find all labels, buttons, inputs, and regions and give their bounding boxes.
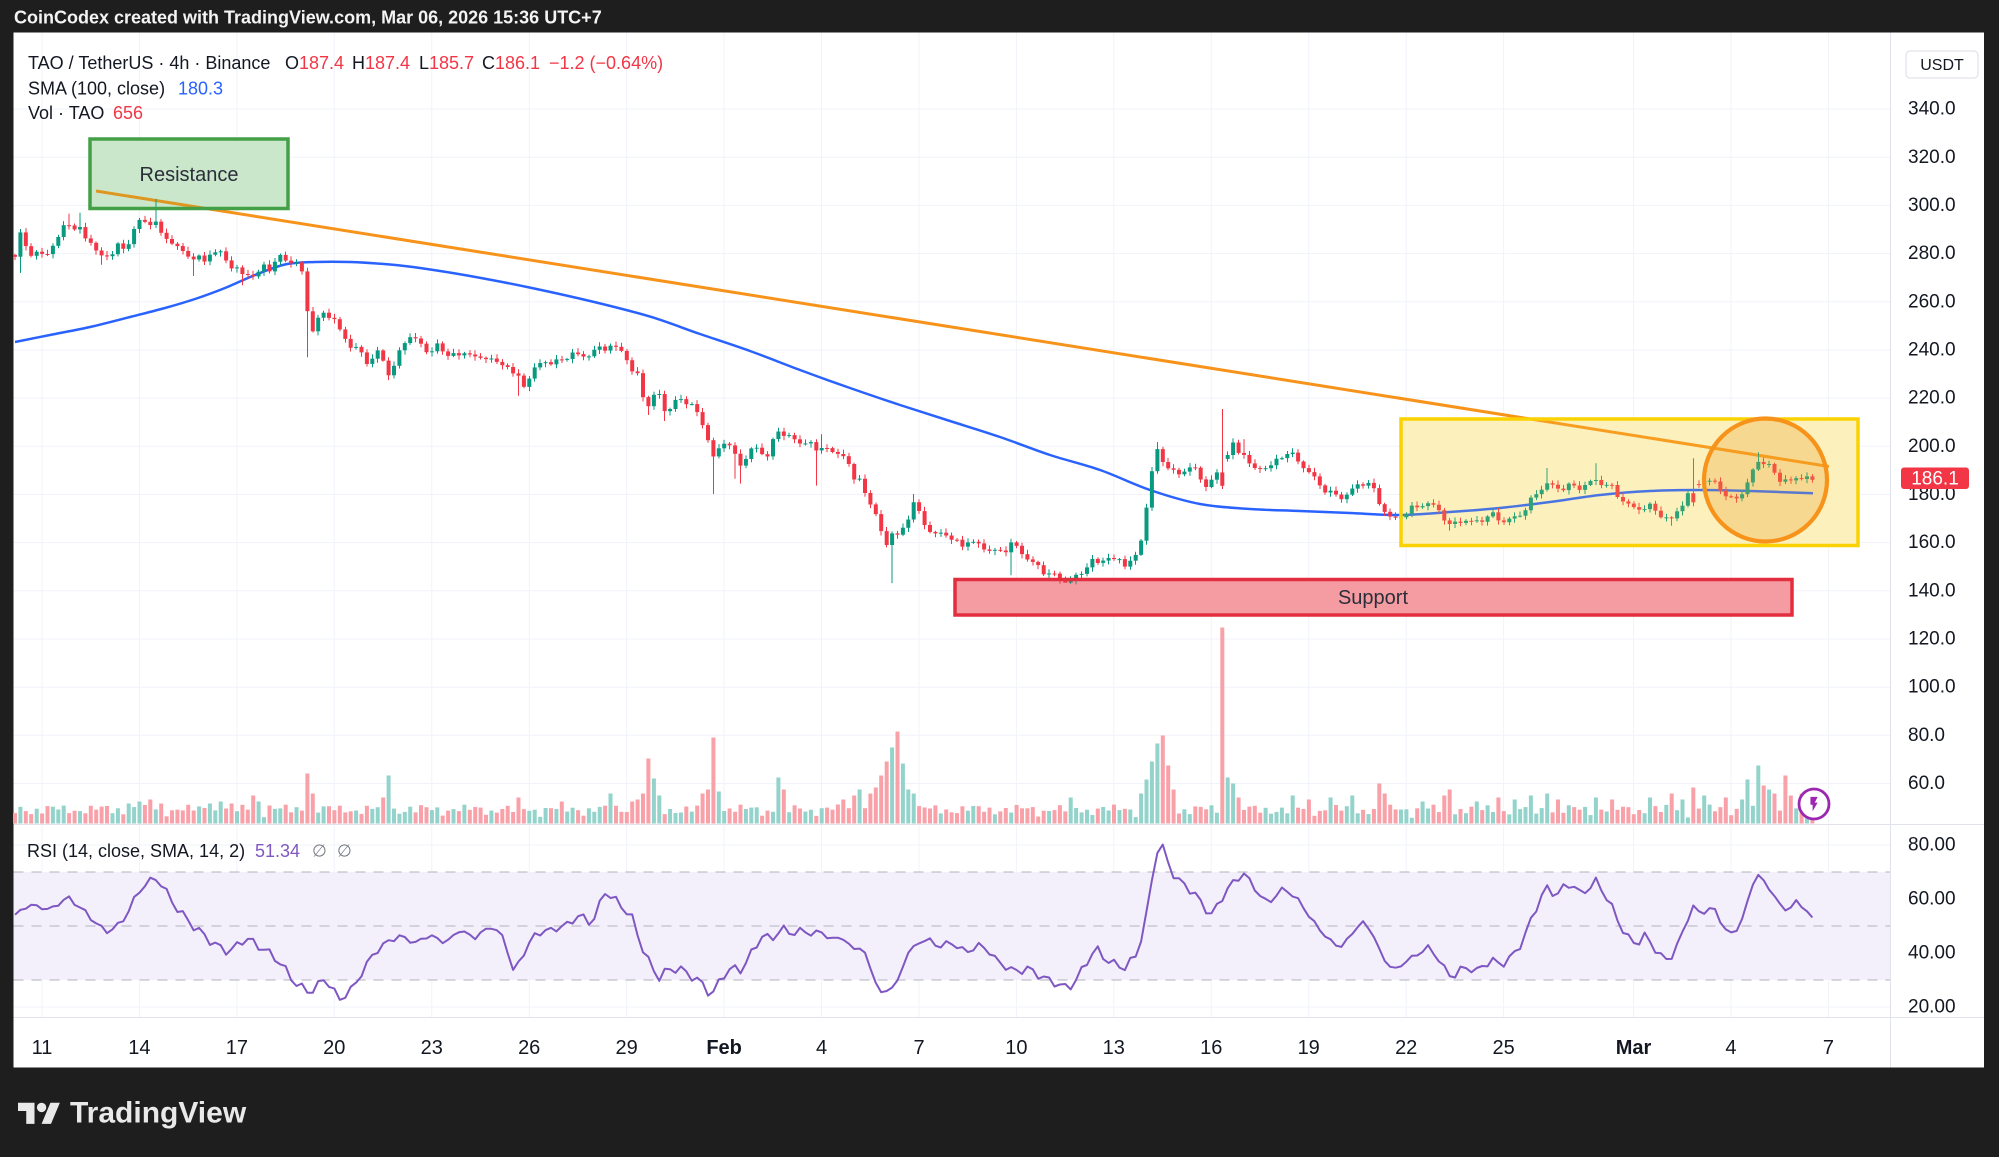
svg-text:180.0: 180.0 <box>1908 484 1956 505</box>
svg-text:186.1: 186.1 <box>1911 468 1959 489</box>
svg-text:4: 4 <box>1725 1037 1736 1059</box>
svg-text:TradingView: TradingView <box>70 1097 247 1130</box>
svg-text:260.0: 260.0 <box>1908 291 1956 312</box>
svg-text:26: 26 <box>518 1037 540 1059</box>
svg-text:160.0: 160.0 <box>1908 532 1956 553</box>
svg-text:23: 23 <box>421 1037 443 1059</box>
svg-text:SMA (100, close): SMA (100, close) <box>28 79 165 99</box>
svg-text:14: 14 <box>128 1037 150 1059</box>
svg-text:25: 25 <box>1492 1037 1514 1059</box>
svg-text:280.0: 280.0 <box>1908 243 1956 264</box>
svg-text:320.0: 320.0 <box>1908 147 1956 168</box>
svg-text:300.0: 300.0 <box>1908 195 1956 216</box>
svg-text:10: 10 <box>1005 1037 1027 1059</box>
svg-text:TAO / TetherUS · 4h · Binance: TAO / TetherUS · 4h · Binance <box>28 53 270 73</box>
svg-text:RSI (14, close, SMA, 14, 2): RSI (14, close, SMA, 14, 2) <box>27 841 245 861</box>
svg-text:220.0: 220.0 <box>1908 388 1956 409</box>
svg-text:Support: Support <box>1338 587 1408 609</box>
svg-text:Feb: Feb <box>706 1037 742 1059</box>
svg-text:340.0: 340.0 <box>1908 99 1956 120</box>
svg-text:Vol · TAO: Vol · TAO <box>28 103 104 123</box>
svg-text:22: 22 <box>1395 1037 1417 1059</box>
svg-text:60.0: 60.0 <box>1908 773 1945 794</box>
svg-text:240.0: 240.0 <box>1908 340 1956 361</box>
svg-text:Mar: Mar <box>1616 1037 1652 1059</box>
svg-text:11: 11 <box>32 1037 53 1059</box>
svg-text:656: 656 <box>113 103 143 123</box>
svg-text:USDT: USDT <box>1920 57 1964 74</box>
svg-text:200.0: 200.0 <box>1908 436 1956 457</box>
svg-text:180.3: 180.3 <box>178 79 223 99</box>
svg-text:20.00: 20.00 <box>1908 997 1956 1018</box>
svg-text:120.0: 120.0 <box>1908 629 1956 650</box>
svg-text:7: 7 <box>913 1037 924 1059</box>
svg-text:∅: ∅ <box>312 842 327 861</box>
svg-text:100.0: 100.0 <box>1908 677 1956 698</box>
svg-text:60.00: 60.00 <box>1908 889 1956 910</box>
svg-text:19: 19 <box>1298 1037 1320 1059</box>
svg-text:4: 4 <box>816 1037 827 1059</box>
svg-text:80.0: 80.0 <box>1908 725 1945 746</box>
svg-text:CoinCodex created with Trading: CoinCodex created with TradingView.com, … <box>14 8 602 28</box>
svg-text:13: 13 <box>1103 1037 1125 1059</box>
svg-text:∅: ∅ <box>337 842 352 861</box>
svg-text:16: 16 <box>1200 1037 1222 1059</box>
svg-text:7: 7 <box>1823 1037 1834 1059</box>
svg-text:40.00: 40.00 <box>1908 943 1956 964</box>
svg-text:51.34: 51.34 <box>255 841 300 861</box>
svg-text:80.00: 80.00 <box>1908 835 1956 856</box>
svg-text:29: 29 <box>615 1037 637 1059</box>
svg-text:140.0: 140.0 <box>1908 580 1956 601</box>
svg-text:Resistance: Resistance <box>140 164 239 186</box>
svg-text:20: 20 <box>323 1037 345 1059</box>
svg-text:17: 17 <box>226 1037 248 1059</box>
